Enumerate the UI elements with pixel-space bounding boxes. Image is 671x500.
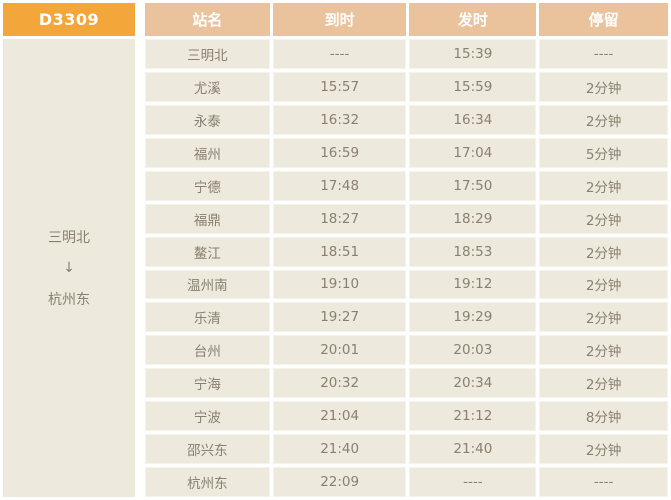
column-header-arrival: 到时 bbox=[272, 3, 407, 36]
stop-duration-cell: ---- bbox=[539, 467, 668, 497]
departure-time-cell: 15:39 bbox=[409, 39, 537, 69]
departure-time-cell: 18:29 bbox=[409, 203, 537, 234]
arrival-time-cell: 16:32 bbox=[272, 104, 407, 135]
arrival-time-cell: 20:01 bbox=[272, 335, 407, 366]
station-name-cell: 台州 bbox=[145, 335, 270, 366]
column-header-departure: 发时 bbox=[409, 3, 537, 36]
stop-duration-cell: 2分钟 bbox=[539, 236, 668, 267]
stop-duration-cell: 2分钟 bbox=[539, 104, 668, 135]
arrival-time-cell: 18:27 bbox=[272, 203, 407, 234]
timetable-grid: 站名 到时 发时 停留 三明北 ---- 15:39 ---- 尤溪 15:57 15:59… bbox=[145, 3, 668, 497]
departure-time-cell: 17:04 bbox=[409, 137, 537, 168]
stop-duration-cell: 2分钟 bbox=[539, 269, 668, 300]
stop-duration-cell: 2分钟 bbox=[539, 335, 668, 366]
departure-time-cell: 21:12 bbox=[409, 401, 537, 432]
station-name-cell: 宁波 bbox=[145, 401, 270, 432]
column-header-station: 站名 bbox=[145, 3, 270, 36]
departure-time-cell: ---- bbox=[409, 467, 537, 497]
departure-time-cell: 15:59 bbox=[409, 71, 537, 102]
station-name-cell: 杭州东 bbox=[145, 467, 270, 497]
departure-time-cell: 17:50 bbox=[409, 170, 537, 201]
stop-duration-cell: ---- bbox=[539, 39, 668, 69]
station-name-cell: 永泰 bbox=[145, 104, 270, 135]
train-number-header: D3309 bbox=[3, 3, 135, 36]
station-name-cell: 邵兴东 bbox=[145, 434, 270, 465]
departure-time-cell: 18:53 bbox=[409, 236, 537, 267]
arrival-time-cell: 22:09 bbox=[272, 467, 407, 497]
arrival-time-cell: 15:57 bbox=[272, 71, 407, 102]
column-header-stop: 停留 bbox=[539, 3, 668, 36]
departure-time-cell: 19:12 bbox=[409, 269, 537, 300]
train-route-cell: 三明北 ↓ 杭州东 bbox=[3, 39, 135, 497]
departure-time-cell: 20:03 bbox=[409, 335, 537, 366]
departure-time-cell: 21:40 bbox=[409, 434, 537, 465]
arrival-time-cell: ---- bbox=[272, 39, 407, 69]
station-name-cell: 乐清 bbox=[145, 302, 270, 333]
stop-duration-cell: 2分钟 bbox=[539, 71, 668, 102]
train-info-column: D3309 三明北 ↓ 杭州东 bbox=[3, 3, 135, 497]
station-name-cell: 尤溪 bbox=[145, 71, 270, 102]
arrival-time-cell: 20:32 bbox=[272, 368, 407, 399]
station-name-cell: 宁海 bbox=[145, 368, 270, 399]
station-name-cell: 鳌江 bbox=[145, 236, 270, 267]
arrival-time-cell: 18:51 bbox=[272, 236, 407, 267]
departure-time-cell: 20:34 bbox=[409, 368, 537, 399]
stop-duration-cell: 8分钟 bbox=[539, 401, 668, 432]
route-down-arrow-icon: ↓ bbox=[63, 260, 75, 276]
stop-duration-cell: 2分钟 bbox=[539, 368, 668, 399]
arrival-time-cell: 21:04 bbox=[272, 401, 407, 432]
station-name-cell: 福鼎 bbox=[145, 203, 270, 234]
departure-time-cell: 19:29 bbox=[409, 302, 537, 333]
station-name-cell: 三明北 bbox=[145, 39, 270, 69]
departure-time-cell: 16:34 bbox=[409, 104, 537, 135]
arrival-time-cell: 16:59 bbox=[272, 137, 407, 168]
arrival-time-cell: 17:48 bbox=[272, 170, 407, 201]
stop-duration-cell: 5分钟 bbox=[539, 137, 668, 168]
stop-duration-cell: 2分钟 bbox=[539, 170, 668, 201]
station-name-cell: 福州 bbox=[145, 137, 270, 168]
arrival-time-cell: 21:40 bbox=[272, 434, 407, 465]
arrival-time-cell: 19:27 bbox=[272, 302, 407, 333]
arrival-time-cell: 19:10 bbox=[272, 269, 407, 300]
stop-duration-cell: 2分钟 bbox=[539, 302, 668, 333]
route-destination-station: 杭州东 bbox=[48, 292, 90, 308]
station-name-cell: 宁德 bbox=[145, 170, 270, 201]
stop-duration-cell: 2分钟 bbox=[539, 434, 668, 465]
station-name-cell: 温州南 bbox=[145, 269, 270, 300]
route-origin-station: 三明北 bbox=[48, 230, 90, 246]
stop-duration-cell: 2分钟 bbox=[539, 203, 668, 234]
